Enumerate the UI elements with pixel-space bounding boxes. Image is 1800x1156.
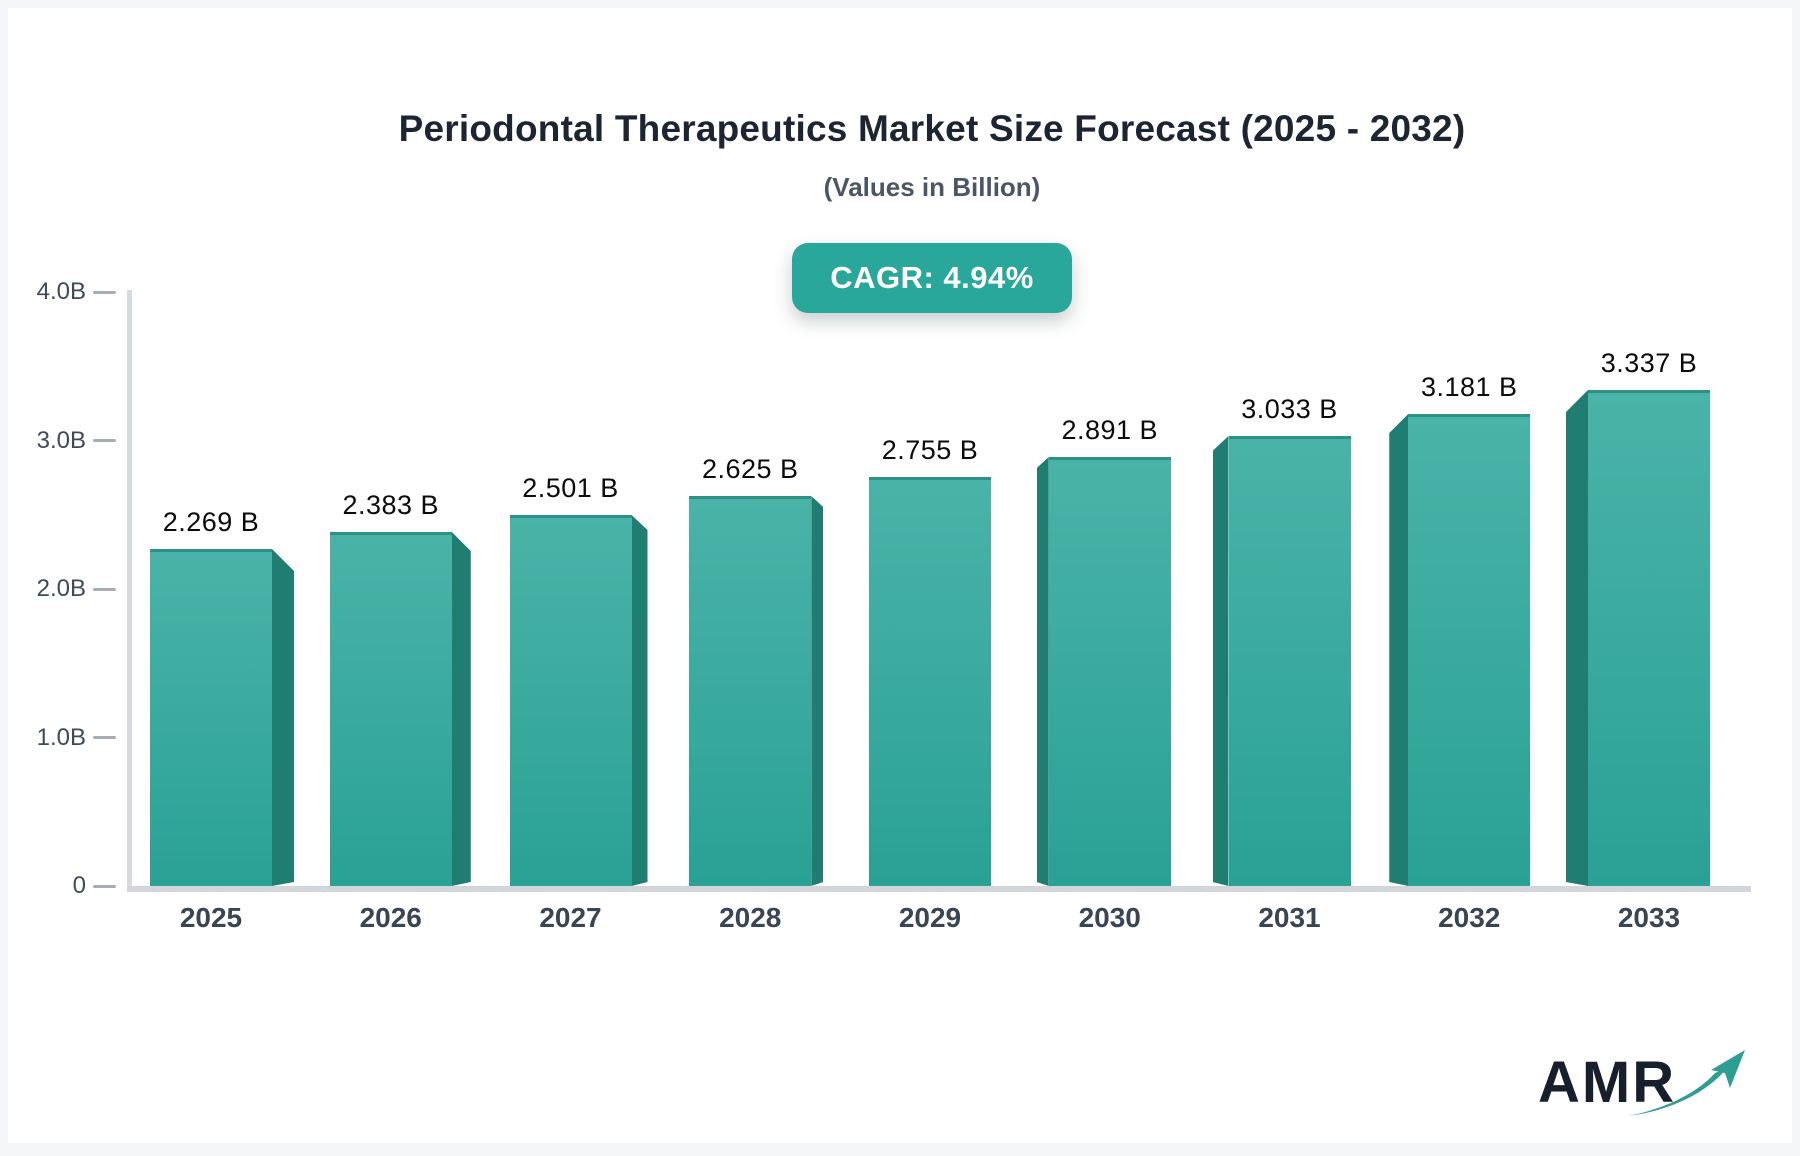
bar-value-label: 2.269 B <box>162 507 260 537</box>
bar <box>1228 436 1351 886</box>
y-tick-mark <box>93 587 116 591</box>
bar-value-label: 2.755 B <box>881 435 979 465</box>
y-tick-label: 0 <box>72 872 86 899</box>
bar-value-label: 2.501 B <box>522 473 619 503</box>
bar-3d-side <box>452 532 471 886</box>
bar-value-label: 2.625 B <box>701 454 799 484</box>
bar <box>329 532 452 886</box>
x-axis-category-label: 2033 <box>1617 902 1681 933</box>
bar-3d-side <box>1037 457 1049 886</box>
bar-value-label: 3.181 B <box>1420 372 1518 402</box>
x-axis-category-label: 2032 <box>1438 902 1501 933</box>
bar <box>689 496 812 886</box>
y-tick-label: 2.0B <box>36 575 86 602</box>
x-axis-category-label: 2029 <box>898 902 962 933</box>
bar-3d-side <box>272 549 294 886</box>
x-axis-category-label: 2027 <box>539 902 602 933</box>
amr-logo-text: AMR <box>1538 1050 1677 1115</box>
y-tick-mark <box>93 884 116 888</box>
x-axis-category-label: 2028 <box>719 902 782 933</box>
bar-value-label: 3.337 B <box>1600 348 1698 378</box>
x-axis-category-label: 2025 <box>179 902 243 933</box>
x-axis-category-label: 2026 <box>359 902 422 933</box>
bar <box>1408 414 1531 886</box>
chart-title: Periodontal Therapeutics Market Size For… <box>398 108 1466 149</box>
x-axis-category-label: 2030 <box>1078 902 1141 933</box>
bar <box>1588 390 1710 886</box>
y-tick-label: 3.0B <box>36 426 86 454</box>
bar-value-label: 2.383 B <box>342 490 440 520</box>
cagr-badge: CAGR: 4.94% <box>792 243 1072 313</box>
bar <box>150 549 272 886</box>
chart-header: Periodontal Therapeutics Market Size For… <box>64 0 1800 313</box>
y-tick-mark <box>93 290 116 294</box>
y-tick-mark <box>93 736 116 739</box>
y-tick-label: 4.0B <box>36 278 86 305</box>
chart-subtitle: (Values in Billion) <box>823 172 1041 202</box>
growth-arrow-icon <box>1628 1050 1745 1116</box>
y-tick-mark <box>93 439 116 442</box>
bar-3d-side <box>1389 414 1408 886</box>
bar-3d-side <box>1213 436 1229 886</box>
y-tick-label: 1.0B <box>36 723 86 751</box>
x-axis-category-label: 2031 <box>1258 902 1321 933</box>
bar <box>869 477 991 886</box>
x-axis-baseline <box>127 886 1751 892</box>
bar <box>509 515 632 886</box>
bar-3d-side <box>632 515 648 886</box>
bar-3d-side <box>1566 390 1588 886</box>
y-axis-line <box>127 290 132 886</box>
bar <box>1048 457 1171 886</box>
bar-value-label: 2.891 B <box>1061 415 1159 445</box>
bar-value-label: 3.033 B <box>1241 394 1338 424</box>
amr-logo: AMR <box>1538 1044 1768 1134</box>
bar-3d-side <box>811 496 823 886</box>
